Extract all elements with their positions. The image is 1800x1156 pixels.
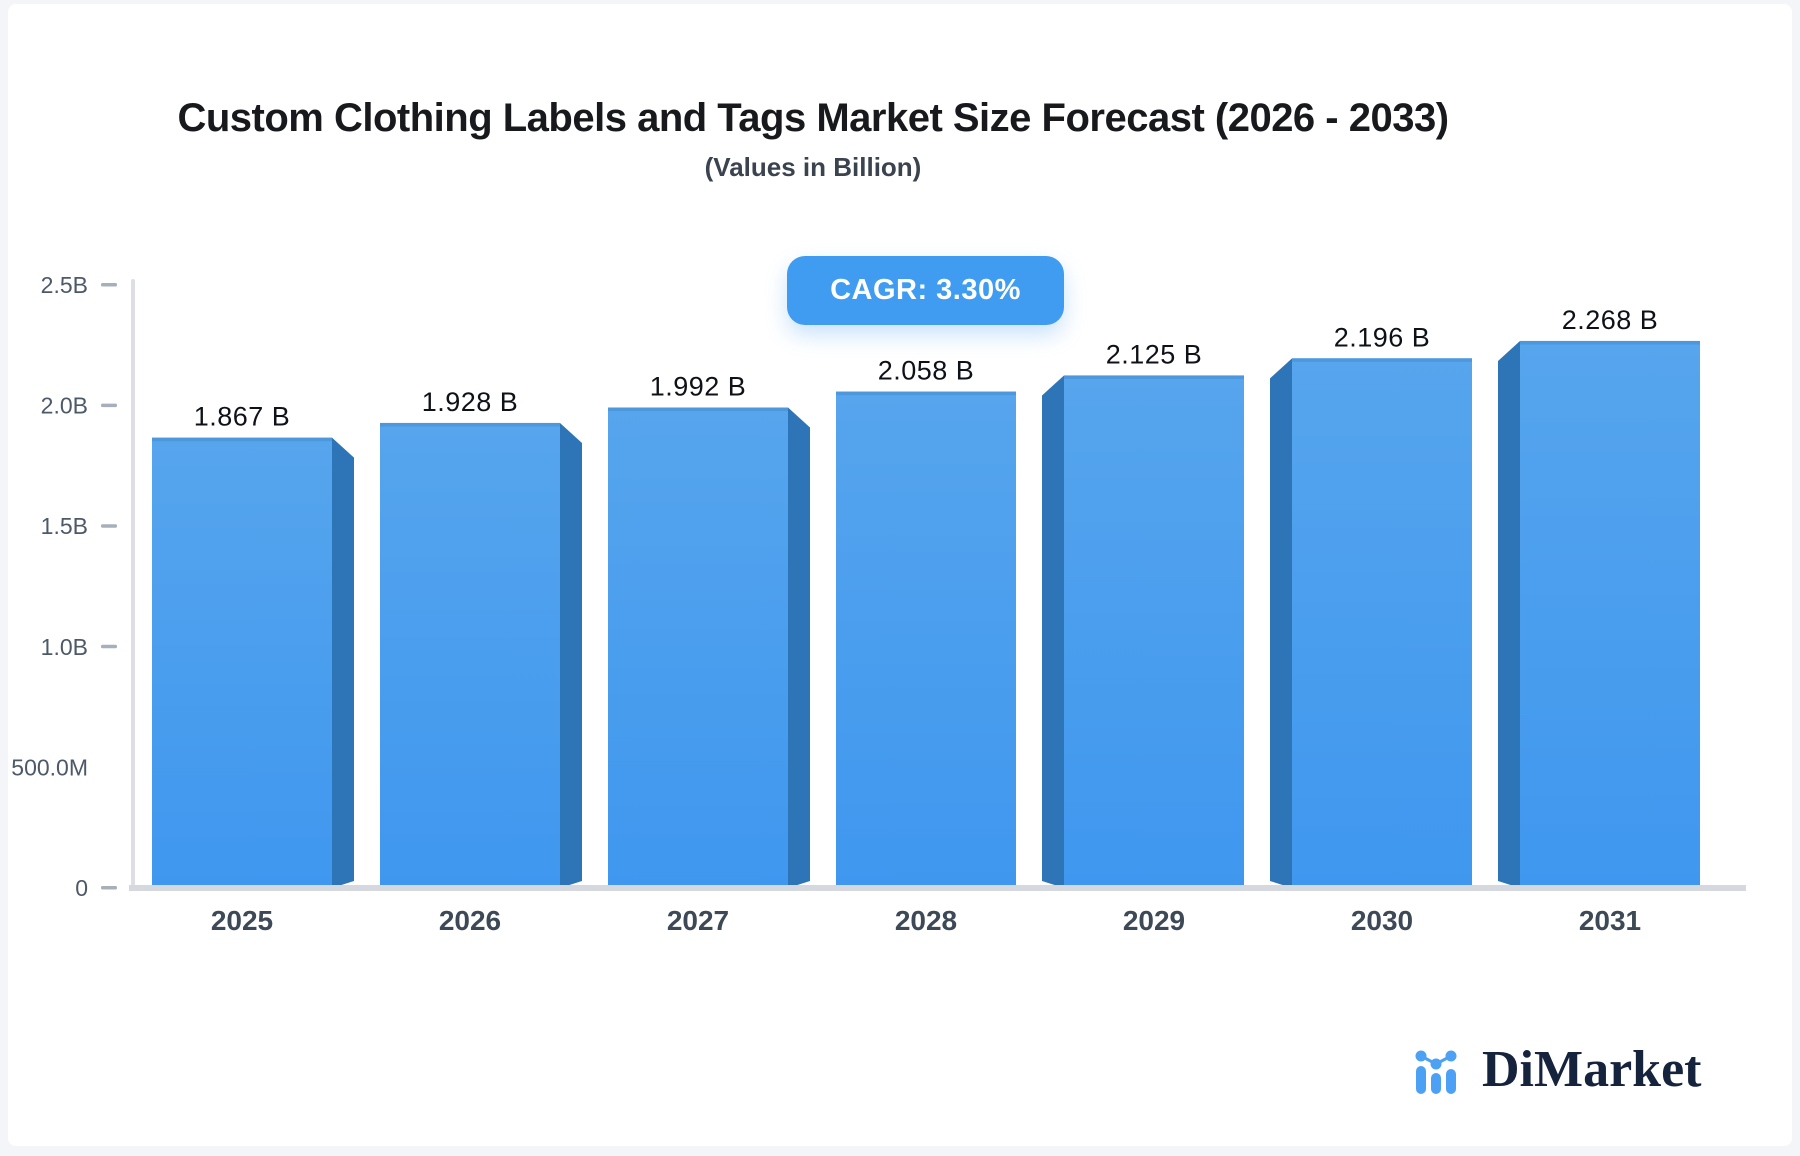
bar-chart-logo-icon [1415, 1050, 1457, 1094]
bar-2027 [608, 407, 788, 888]
bar-2028 [836, 391, 1016, 888]
bar-top-edge [380, 422, 560, 427]
y-axis-tick [101, 886, 117, 890]
x-axis-label: 2028 [895, 905, 957, 936]
bar-2029 [1064, 375, 1244, 888]
bar-value-label: 2.125 B [1106, 339, 1203, 369]
bar-chart-svg: 1.867 B 2025 1.928 B 2026 1.992 B 2027 2.058 B… [11, 272, 1746, 936]
x-axis-label: 2027 [667, 905, 729, 936]
chart-card: Custom Clothing Labels and Tags Market S… [8, 4, 1792, 1146]
bar-top-edge [608, 407, 788, 412]
bar-2026 [380, 422, 560, 888]
x-axis-label: 2026 [439, 905, 501, 936]
y-axis-tick [101, 644, 117, 649]
bar-side-3d [788, 407, 810, 888]
bar-value-label: 2.058 B [878, 356, 975, 386]
bar-top-edge [1064, 375, 1244, 379]
brand-logo: DiMarket [1414, 1040, 1701, 1100]
y-axis-tick-label: 500.0M [11, 754, 88, 780]
bar-side-3d [1042, 375, 1064, 888]
bar-value-label: 2.196 B [1334, 322, 1431, 352]
y-axis-tick [101, 403, 117, 408]
y-axis-tick-label: 2.5B [41, 272, 88, 298]
y-axis-tick-label: 2.0B [41, 393, 88, 419]
bar-top-edge [836, 391, 1016, 396]
bar-2031 [1520, 340, 1700, 889]
bar-top-edge [1292, 358, 1472, 362]
x-axis-label: 2030 [1351, 905, 1413, 936]
y-axis-tick-label: 0 [75, 875, 88, 901]
bar-2025 [152, 437, 332, 888]
bar-value-label: 2.268 B [1562, 305, 1659, 335]
bar-side-3d [560, 422, 582, 888]
bar-value-label: 1.867 B [194, 402, 291, 432]
bar-value-label: 1.992 B [650, 372, 747, 402]
chart-title: Custom Clothing Labels and Tags Market S… [177, 96, 1449, 140]
chart-subtitle: (Values in Billion) [704, 152, 922, 182]
y-axis-tick [101, 524, 117, 528]
cagr-badge-label: CAGR: 3.30% [830, 274, 1021, 306]
bar-top-edge [1520, 340, 1700, 345]
bar-value-label: 1.928 B [422, 387, 519, 417]
y-axis-line [131, 279, 135, 888]
brand-name: DiMarket [1482, 1041, 1702, 1098]
bar-side-3d [1498, 340, 1520, 889]
y-axis-tick-label: 1.0B [41, 634, 88, 660]
x-axis-line [129, 885, 1746, 891]
cagr-badge: CAGR: 3.30% [787, 256, 1064, 325]
y-axis-tick-label: 1.5B [41, 513, 88, 539]
x-axis-label: 2029 [1123, 905, 1185, 936]
bar-side-3d [332, 437, 354, 888]
bar-top-edge [152, 437, 332, 442]
bar-side-3d [1270, 358, 1292, 888]
bar-2030 [1292, 358, 1472, 888]
y-axis-tick [101, 283, 117, 287]
x-axis-label: 2025 [211, 905, 273, 936]
x-axis-label: 2031 [1579, 905, 1641, 936]
